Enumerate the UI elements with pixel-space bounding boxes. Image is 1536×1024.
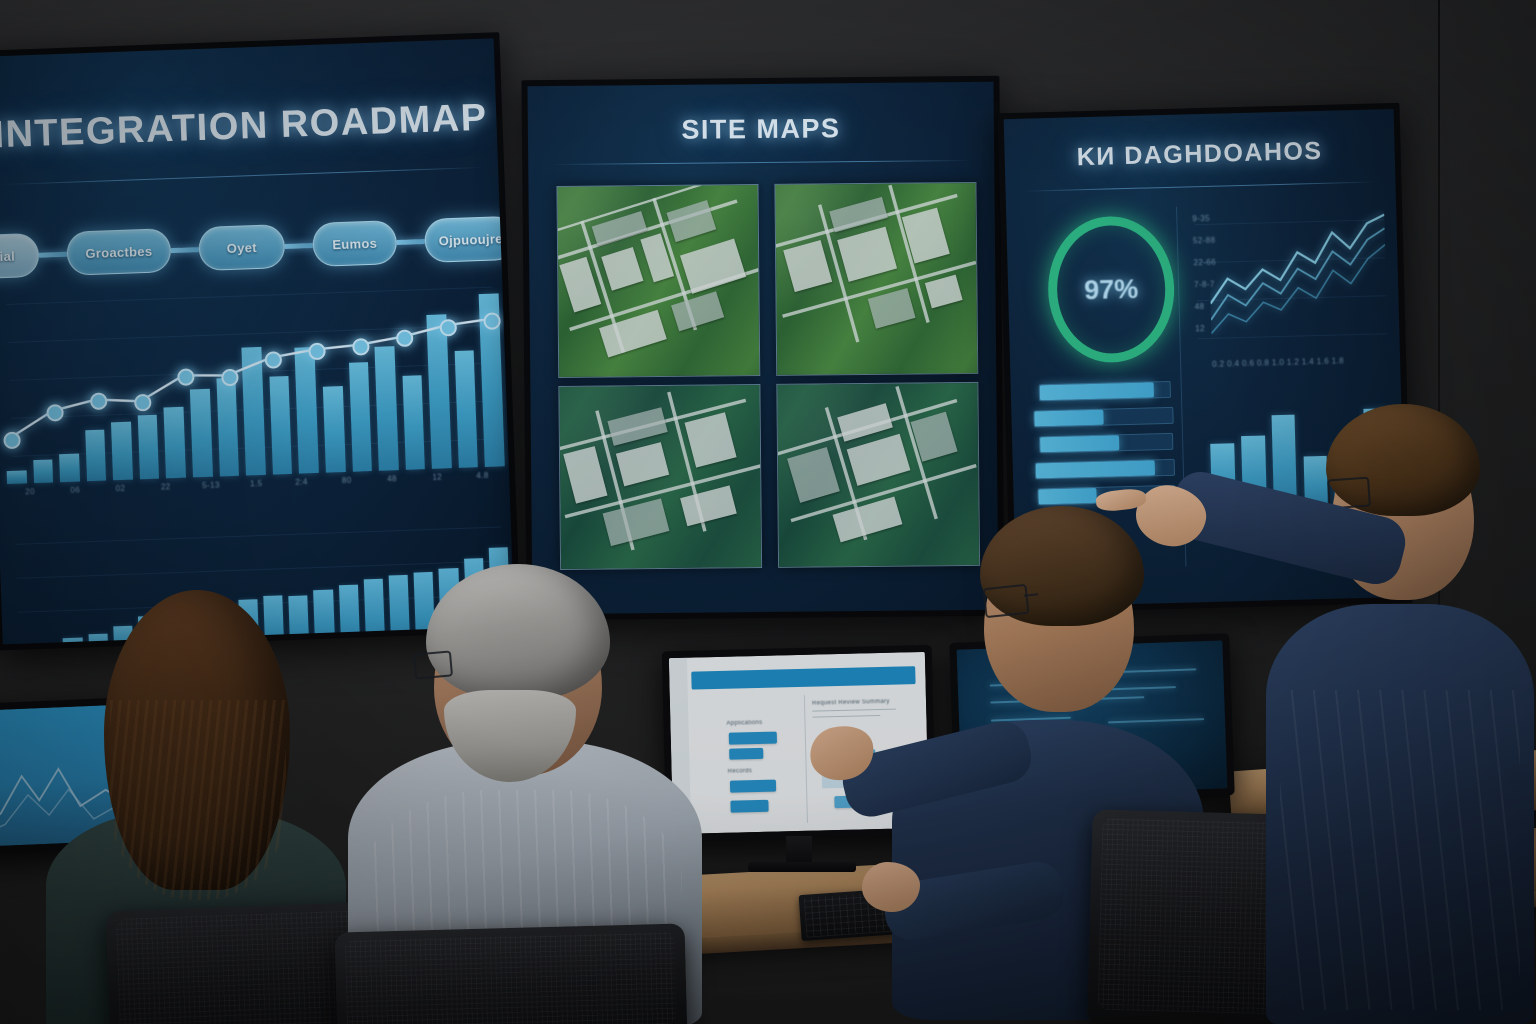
app-left-button-3[interactable]: [729, 779, 777, 793]
trend-point: [482, 312, 501, 330]
person-seated-left-hair-strands: [110, 700, 286, 900]
kpi-progress-row: [1038, 432, 1174, 454]
trend-point: [89, 392, 108, 411]
person-seated-right-hand-lower: [862, 862, 920, 912]
roadmap-stage-1[interactable]: Groactbes: [66, 228, 172, 276]
site-tile-ne[interactable]: [774, 181, 979, 376]
roadmap-stage-2[interactable]: Oyet: [198, 224, 286, 272]
app-left-button-4[interactable]: [730, 799, 769, 813]
roadmap-stage-3-label: Eumos: [332, 235, 378, 252]
kpi-line-series-a: [1209, 213, 1385, 305]
axis-tick: 48: [386, 474, 397, 484]
kpi-progress-fill: [1035, 460, 1155, 479]
axis-tick: 4.8: [476, 470, 489, 481]
kpi-line-series: [1209, 213, 1386, 335]
person-standing-presenter-shirt-folds: [1280, 690, 1520, 1010]
roadmap-title: INTEGRATION ROADMAP: [0, 96, 489, 157]
monitor-center-stand: [786, 836, 812, 866]
trend-point: [264, 350, 282, 369]
roadmap-stage-flow: Initial Groactbes Oyet Eumos Ojpuoujre: [0, 215, 515, 280]
roadmap-stage-2-label: Oyet: [226, 239, 258, 256]
chart-kpi-multiline: 9-35 52-88 22-66 7-8-7 48 12 0.2 0.4 0.6 0.8 …: [1190, 201, 1392, 374]
roadmap-stage-4[interactable]: Ojpuoujre: [423, 215, 515, 263]
person-seated-left-hair: [104, 590, 290, 890]
trend-point: [438, 318, 457, 337]
chair-center[interactable]: [334, 923, 688, 1024]
axis-tick: 20: [25, 487, 36, 497]
axis-tick: 06: [70, 485, 81, 495]
kpi-y-tick: 9-35: [1192, 213, 1211, 224]
kpi-gauge-value: 97%: [1083, 273, 1139, 305]
site-tile-nw[interactable]: [556, 184, 761, 378]
kpi-y-tick: 22-66: [1193, 257, 1217, 268]
trend-point: [351, 337, 370, 356]
roadmap-stage-3[interactable]: Eumos: [311, 220, 398, 267]
axis-tick: 5-13: [202, 480, 220, 491]
kpi-y-tick: 7-8-7: [1193, 279, 1215, 290]
roadmap-stage-0-label: Initial: [0, 248, 16, 265]
site-maps-title-rule: [552, 160, 971, 166]
app-column-divider: [803, 694, 808, 823]
axis-tick: 02: [115, 483, 126, 494]
trend-point: [395, 329, 413, 348]
kpi-progress-fill: [1039, 382, 1155, 401]
axis-tick: 1.5: [249, 478, 263, 489]
person-seated-right-hair: [980, 506, 1144, 626]
kpi-progress-row: [1033, 406, 1174, 428]
axis-tick: 12: [432, 472, 443, 482]
axis-tick: 80: [341, 475, 352, 486]
kpi-y-tick: 48: [1194, 302, 1205, 312]
roadmap-connector-3: [396, 238, 425, 245]
chart-roadmap-primary: 20 06 02 22 5-13 1.5 2:4 80 48 12 4.8: [0, 278, 510, 506]
kpi-x-tick: 0.2 0.4 0.6 0.8 1.0 1.2 1.4 1.6 1.8: [1212, 356, 1345, 369]
axis-tick: 2:4: [295, 477, 308, 487]
wall-display-roadmap[interactable]: INTEGRATION ROADMAP Initial Groactbes Oy…: [0, 32, 521, 651]
kpi-axis-x-ticks: 0.2 0.4 0.6 0.8 1.0 1.2 1.4 1.6 1.8: [1212, 355, 1388, 372]
roadmap-stage-4-label: Ojpuoujre: [438, 230, 503, 248]
monitor-center-base: [748, 862, 856, 872]
roadmap-title-rule: [0, 166, 485, 186]
person-standing-presenter-torso: [1266, 604, 1534, 1024]
app-lower-heading: Records: [727, 768, 753, 775]
kpi-progress-row: [1034, 458, 1176, 480]
site-maps-title: SITE MAPS: [681, 113, 841, 145]
trend-point: [220, 368, 239, 387]
kpi-title: KИ DAGHDOAHOS: [1076, 136, 1323, 172]
kpi-y-tick: 52-88: [1192, 235, 1216, 246]
roadmap-stage-1-label: Groactbes: [85, 243, 153, 261]
trend-point: [133, 394, 152, 412]
kpi-progress-row: [1038, 380, 1172, 402]
kpi-axis-y-ticks: 9-35 52-88 22-66 7-8-7 48 12: [1192, 213, 1217, 350]
trend-point: [2, 431, 21, 450]
person-seated-right-glasses: [982, 583, 1030, 619]
kpi-progress-fill: [1040, 435, 1120, 453]
roadmap-connector-2: [284, 242, 313, 249]
wall-display-kpi[interactable]: KИ DAGHDOAHOS 97%: [997, 102, 1413, 614]
trend-point: [45, 403, 64, 422]
trend-point: [307, 342, 326, 361]
person-seated-center-hair: [426, 564, 610, 700]
app-right-heading: Request Review Summary: [811, 698, 890, 707]
kpi-title-rule: [1023, 181, 1378, 192]
person-standing-presenter-hair: [1326, 404, 1480, 516]
kpi-progress-fill: [1034, 409, 1104, 427]
person-seated-center-glasses-right: [412, 650, 454, 680]
kpi-line-series-b: [1210, 227, 1386, 321]
roadmap-connector-1: [170, 246, 199, 253]
roadmap-stage-0[interactable]: Initial: [0, 232, 40, 280]
axis-tick: 22: [160, 482, 171, 492]
app-left-button-2[interactable]: [729, 747, 764, 760]
kpi-gauge-ring: 97%: [1046, 214, 1177, 365]
app-left-button-1[interactable]: [728, 731, 778, 745]
person-standing-presenter: [1095, 390, 1536, 1024]
kpi-y-tick: 12: [1195, 323, 1206, 334]
trend-point: [176, 368, 195, 387]
kpi-line-series-c: [1210, 244, 1386, 335]
roadmap-connector-0: [38, 251, 68, 258]
app-left-heading: Applications: [726, 719, 763, 727]
